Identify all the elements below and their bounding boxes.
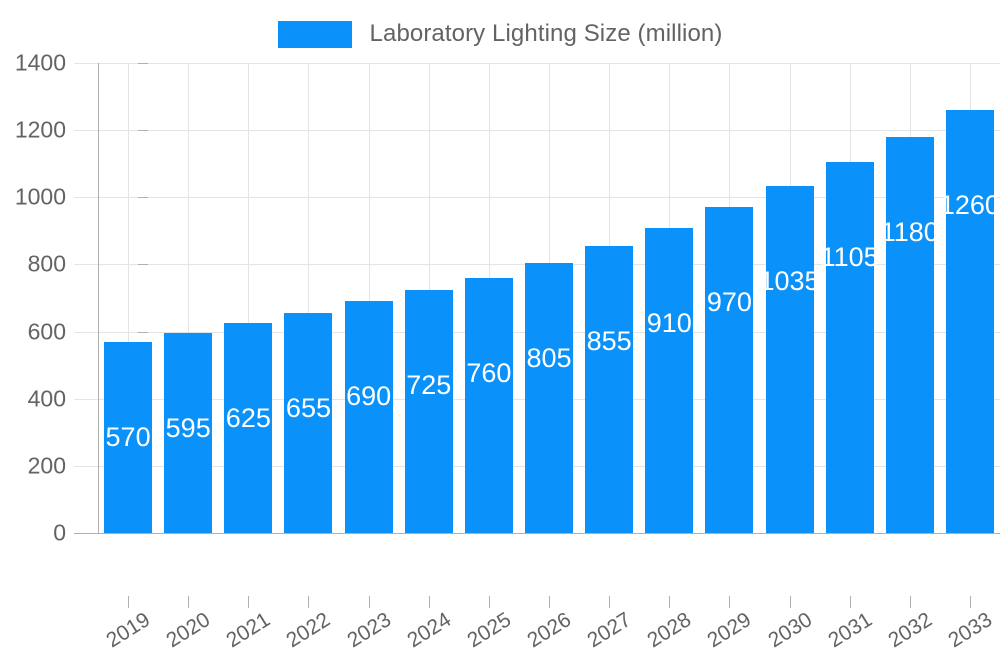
y-axis-tick-mark: [138, 130, 148, 132]
bar[interactable]: [284, 313, 333, 533]
gridline-vertical: [188, 63, 189, 533]
x-axis-tick-mark: [429, 596, 430, 608]
bar[interactable]: [344, 301, 393, 533]
y-axis-tick-label: 1200: [14, 116, 66, 143]
x-axis-tick-label: 2026: [523, 608, 576, 653]
x-axis-tick-label: 2027: [583, 608, 636, 653]
legend-swatch-icon: [277, 20, 352, 48]
y-axis-tick-label: 800: [27, 250, 66, 277]
bar-chart: Laboratory Lighting Size (million) 570 59…: [0, 14, 1000, 653]
y-axis-tick-mark: [138, 63, 148, 64]
y-axis-tick-mark: [138, 197, 148, 199]
legend-item-laboratory-lighting-size[interactable]: Laboratory Lighting Size (million): [277, 20, 723, 48]
x-axis-tick-mark: [248, 596, 249, 608]
x-axis-tick-label: 2020: [162, 608, 215, 653]
x-axis-tick-label: 2033: [944, 608, 997, 653]
gridline-horizontal: [74, 63, 1000, 64]
x-axis-tick-label: 2024: [403, 608, 455, 653]
x-axis-tick-mark: [850, 596, 851, 608]
bar[interactable]: [525, 262, 573, 533]
plot-area: 570 595 625 655 690 725 760 805 855 910 970 1035 110…: [15, 50, 1000, 652]
gridline-vertical: [248, 63, 249, 533]
bar[interactable]: [645, 227, 694, 533]
bar[interactable]: [104, 341, 153, 533]
x-axis-tick-mark: [549, 596, 550, 608]
x-axis-tick-mark: [609, 596, 610, 608]
x-axis-tick-mark: [729, 596, 730, 608]
bar[interactable]: [464, 277, 513, 533]
y-axis-tick-label: 1400: [14, 49, 66, 76]
bar[interactable]: [765, 185, 814, 533]
x-axis-tick-mark: [308, 596, 309, 608]
x-axis-tick-label: 2022: [282, 608, 335, 653]
x-axis-tick-label: 2031: [824, 608, 876, 653]
bar[interactable]: [945, 110, 994, 533]
x-axis-line: [74, 533, 1000, 534]
y-axis-tick-label: 600: [27, 318, 66, 345]
y-axis-tick-label: 200: [27, 452, 66, 479]
gridline-horizontal: [74, 130, 1000, 132]
x-axis-tick-mark: [669, 596, 670, 608]
x-axis-tick-label: 2028: [643, 608, 696, 653]
x-axis-tick-mark: [790, 596, 791, 608]
bar[interactable]: [705, 207, 754, 533]
gridline-vertical: [369, 63, 370, 533]
bar[interactable]: [885, 136, 934, 533]
y-axis-tick-mark: [138, 331, 148, 333]
x-axis-tick-label: 2032: [884, 608, 936, 653]
bar[interactable]: [164, 333, 213, 533]
bar[interactable]: [404, 289, 453, 533]
x-axis-tick-mark: [369, 596, 370, 608]
gridline-horizontal: [74, 197, 1000, 199]
chart-legend: Laboratory Lighting Size (million): [0, 14, 1000, 54]
y-axis-tick-label: 0: [53, 519, 66, 546]
y-axis-tick-mark: [138, 264, 148, 266]
x-axis-tick-label: 2025: [463, 608, 516, 653]
x-axis-tick-label: 2029: [703, 608, 756, 653]
x-axis-tick-mark: [970, 596, 971, 608]
y-axis-tick-label: 400: [27, 385, 66, 412]
y-axis-line: [98, 63, 99, 533]
x-axis-tick-label: 2019: [102, 608, 155, 653]
gridline-vertical: [308, 63, 309, 533]
bar[interactable]: [224, 323, 273, 533]
gridline-vertical: [128, 63, 129, 533]
y-axis-tick-mark: [138, 533, 148, 534]
bar[interactable]: [825, 162, 874, 533]
x-axis-tick-label: 2030: [763, 608, 816, 653]
y-axis-tick-label: 1000: [14, 183, 66, 210]
x-axis-tick-label: 2023: [342, 608, 395, 653]
x-axis-tick-mark: [489, 596, 490, 608]
x-axis-tick-mark: [128, 596, 129, 608]
x-axis-tick-label: 2021: [222, 608, 275, 653]
x-axis-tick-mark: [910, 596, 911, 608]
bar[interactable]: [585, 245, 634, 533]
x-axis-tick-mark: [188, 596, 189, 608]
legend-item-label: Laboratory Lighting Size (million): [369, 20, 723, 47]
